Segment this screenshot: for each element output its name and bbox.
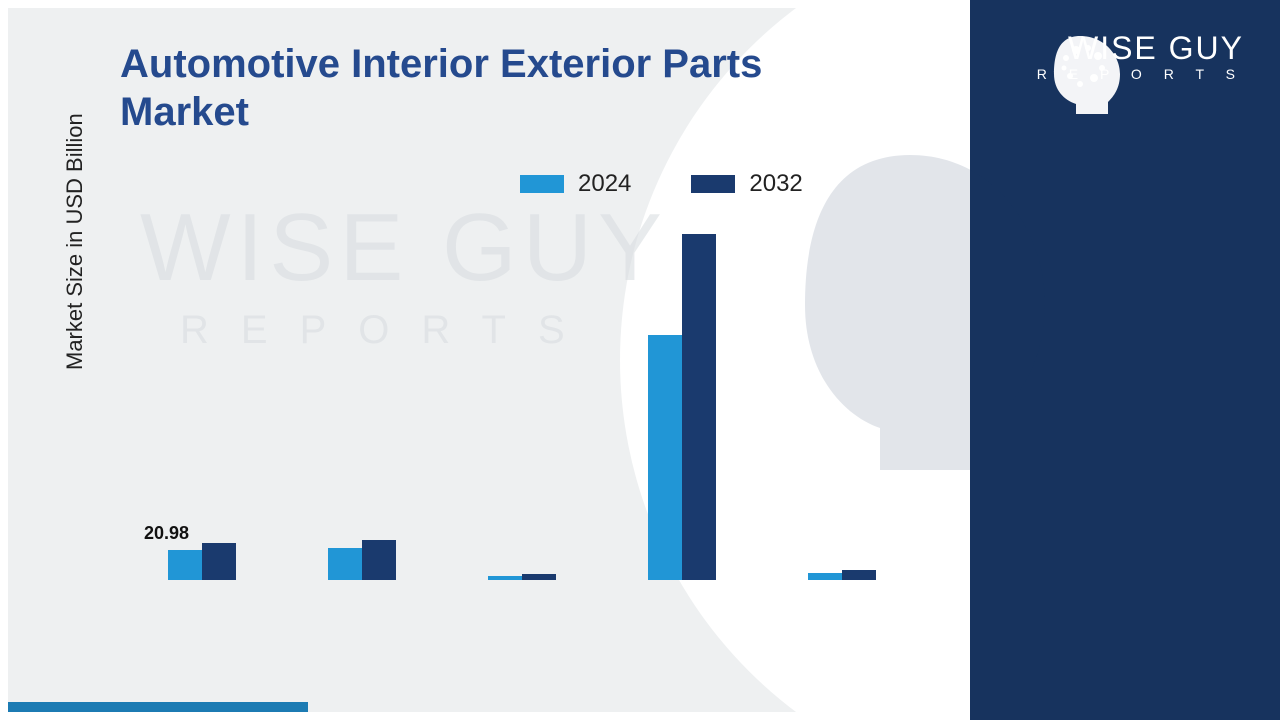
legend-label: 2024 xyxy=(578,170,631,198)
brand-logo: WISE GUY R E P O R T S xyxy=(1037,32,1244,82)
chart-title: Automotive Interior Exterior Parts Marke… xyxy=(120,40,880,136)
bar-chart: Market Size in USD Billion 2024 2032 20.… xyxy=(90,170,970,670)
legend-label: 2032 xyxy=(749,170,802,198)
bar xyxy=(648,335,682,580)
plot-area: 20.98NORTH AMERICAEUROPESOUTH AMERICAASI… xyxy=(150,220,950,580)
bar xyxy=(362,540,396,580)
figure-root: WISE GUY REPORTS Automotive Interior Ext… xyxy=(0,0,1280,720)
bar xyxy=(202,543,236,580)
legend-item: 2032 xyxy=(691,170,802,198)
bar xyxy=(168,550,202,580)
logo-line-1: WISE GUY xyxy=(1037,32,1244,64)
bar xyxy=(328,548,362,580)
legend-item: 2024 xyxy=(520,170,631,198)
bar xyxy=(842,570,876,580)
legend-swatch-2032 xyxy=(691,175,735,193)
bar xyxy=(522,574,556,580)
bar xyxy=(488,576,522,580)
bar-value-label: 20.98 xyxy=(144,523,189,544)
bar xyxy=(808,573,842,580)
logo-line-2: R E P O R T S xyxy=(1037,66,1244,82)
chart-legend: 2024 2032 xyxy=(520,170,803,198)
y-axis-label: Market Size in USD Billion xyxy=(62,113,88,370)
legend-swatch-2024 xyxy=(520,175,564,193)
bar xyxy=(682,234,716,580)
accent-bar xyxy=(8,702,308,712)
